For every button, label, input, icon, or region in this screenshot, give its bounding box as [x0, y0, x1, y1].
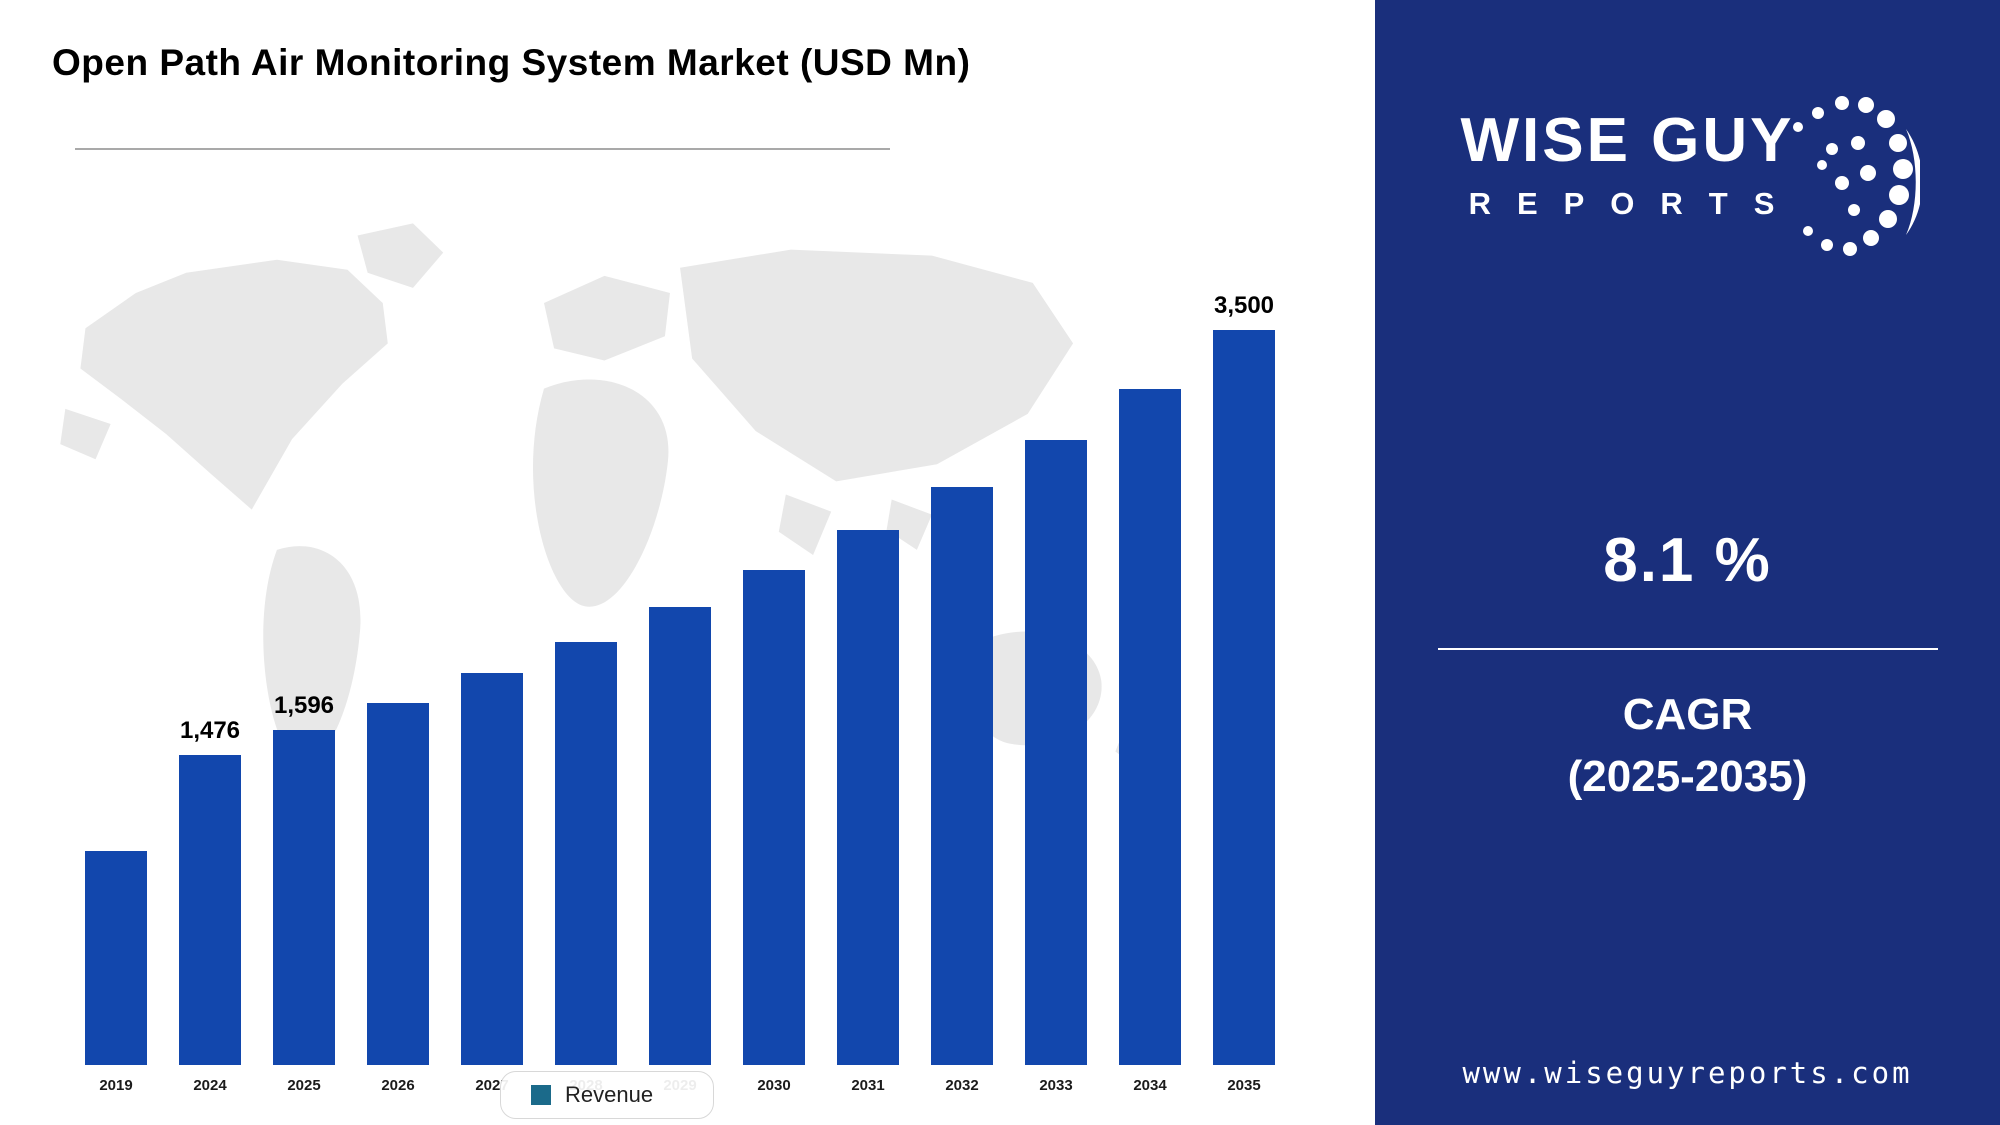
bar-column-2035: 3,500 2035: [1213, 282, 1275, 1097]
x-axis-tick-label: 2024: [193, 1077, 227, 1094]
chart-area: Open Path Air Monitoring System Market (…: [52, 42, 1275, 1119]
bar-column-2027: 2027: [461, 282, 523, 1097]
x-axis-tick-label: 2025: [287, 1077, 321, 1094]
cagr-block: 8.1 % CAGR (2025-2035): [1375, 525, 2000, 802]
revenue-bar: [179, 755, 241, 1065]
dotted-head-icon: [1793, 96, 1921, 256]
revenue-bar: [85, 851, 147, 1065]
bar-column-2024: 1,476 2024: [179, 282, 241, 1097]
page-title: Open Path Air Monitoring System Market (…: [52, 42, 971, 83]
bar-value-label: 1,596: [273, 692, 335, 719]
x-axis-tick-label: 2030: [757, 1077, 791, 1094]
bar-column-2032: 2032: [931, 282, 993, 1097]
revenue-bar: [1025, 440, 1087, 1065]
chart-legend: Revenue: [500, 1071, 715, 1119]
brand-text: WISE GUY REPORTS: [1455, 85, 1801, 222]
cagr-period: (2025-2035): [1567, 752, 1808, 801]
bar-value-label: 1,476: [179, 717, 241, 744]
revenue-bar: [555, 642, 617, 1065]
bar-column-2033: 2033: [1025, 282, 1087, 1097]
revenue-bar: [931, 487, 993, 1065]
bar-column-2019: 2019: [85, 282, 147, 1097]
x-axis-tick-label: 2034: [1133, 1077, 1167, 1094]
x-axis-tick-label: 2032: [945, 1077, 979, 1094]
bar-column-2031: 2031: [837, 282, 899, 1097]
revenue-bar: [743, 570, 805, 1065]
revenue-bar: [649, 607, 711, 1065]
revenue-bar: [461, 673, 523, 1065]
title-divider: [75, 148, 890, 150]
legend-label: Revenue: [565, 1082, 654, 1107]
x-axis-tick-label: 2033: [1039, 1077, 1073, 1094]
cagr-label: CAGR: [1622, 690, 1753, 739]
website-link[interactable]: www.wiseguyreports.com: [1462, 1056, 1913, 1090]
bar-column-2034: 2034: [1119, 282, 1181, 1097]
bar-column-2028: 2028: [555, 282, 617, 1097]
brand-logo: WISE GUY REPORTS: [1375, 85, 2000, 285]
info-panel: WISE GUY REPORTS 8.1 % CAGR (2025-2035): [1375, 0, 2000, 1125]
x-axis-tick-label: 2031: [851, 1077, 885, 1094]
cagr-value: 8.1 %: [1603, 526, 1772, 595]
revenue-bar: [273, 730, 335, 1065]
bar-column-2029: 2029: [649, 282, 711, 1097]
revenue-bar: [1213, 330, 1275, 1065]
bar-column-2026: 2026: [367, 282, 429, 1097]
bar-value-label: 3,500: [1213, 292, 1275, 319]
x-axis-tick-label: 2026: [381, 1077, 415, 1094]
brand-subname: REPORTS: [1468, 186, 1801, 221]
revenue-bar: [837, 530, 899, 1065]
revenue-bar: [1119, 389, 1181, 1065]
brand-name: WISE GUY: [1460, 106, 1795, 175]
revenue-bar: [367, 703, 429, 1065]
x-axis-tick-label: 2035: [1227, 1077, 1261, 1094]
bar-chart: 2019 1,476 2024 1,596 2025 2026 2027 2028 2029 20…: [85, 282, 1275, 1097]
cagr-divider: [1437, 648, 1938, 650]
x-axis-tick-label: 2019: [99, 1077, 133, 1094]
bar-column-2030: 2030: [743, 282, 805, 1097]
legend-swatch-icon: [531, 1085, 551, 1105]
bar-column-2025: 1,596 2025: [273, 282, 335, 1097]
